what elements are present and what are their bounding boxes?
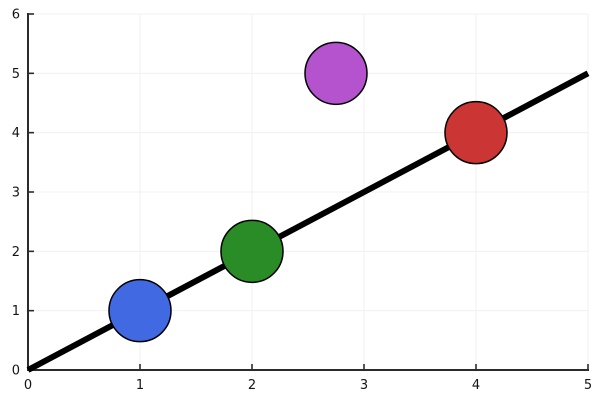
x-tick-label: 0 (24, 378, 32, 393)
x-tick-label: 5 (584, 378, 592, 393)
y-tick-label: 5 (12, 67, 20, 82)
x-tick-label: 2 (248, 378, 256, 393)
y-tick-label: 4 (12, 126, 20, 141)
scatter-point-purple (304, 41, 368, 106)
scatter-point-green (220, 219, 284, 284)
scatter-point-blue (108, 278, 172, 343)
x-tick-label: 3 (360, 378, 368, 393)
y-tick-label: 6 (12, 8, 20, 23)
y-tick-label: 0 (12, 364, 20, 379)
y-tick-label: 2 (12, 245, 20, 260)
scatter-point-red (444, 100, 508, 165)
y-tick-label: 1 (12, 304, 20, 319)
x-tick-label: 4 (472, 378, 480, 393)
y-tick-label: 3 (12, 186, 20, 201)
x-tick-label: 1 (136, 378, 144, 393)
